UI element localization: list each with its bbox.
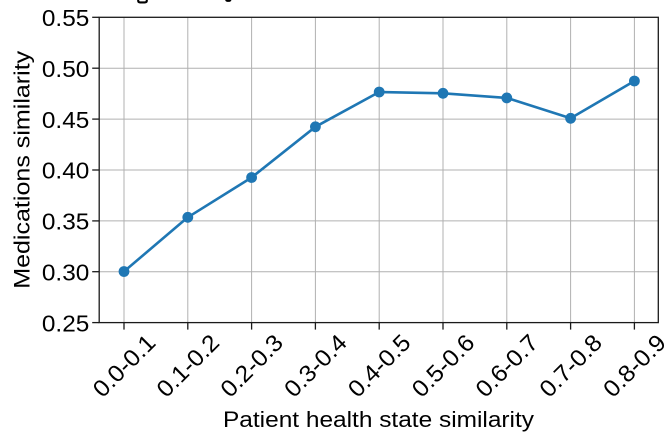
svg-text:0.50: 0.50 [42,56,89,82]
svg-text:Medications similarity: Medications similarity [10,50,35,289]
svg-text:0.25: 0.25 [42,310,89,336]
svg-text:0.40: 0.40 [42,158,89,184]
svg-text:0.55: 0.55 [42,5,89,31]
svg-text:0.45: 0.45 [42,107,89,133]
svg-text:0.30: 0.30 [42,260,89,286]
svg-text:Patient health state similarit: Patient health state similarity [223,407,535,432]
svg-text:0.35: 0.35 [42,209,89,235]
